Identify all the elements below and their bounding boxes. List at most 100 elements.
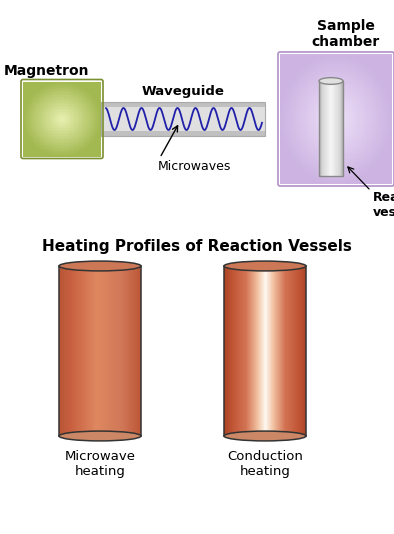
Polygon shape [26,155,28,156]
Polygon shape [340,166,343,168]
Polygon shape [76,128,78,130]
Polygon shape [345,163,347,166]
Polygon shape [74,155,76,156]
Polygon shape [334,147,336,150]
Polygon shape [26,92,28,93]
Polygon shape [34,99,35,101]
Polygon shape [379,96,381,98]
Polygon shape [43,136,45,137]
Polygon shape [98,134,99,136]
Polygon shape [367,111,370,114]
Polygon shape [54,131,56,132]
Polygon shape [54,98,56,99]
Polygon shape [381,145,383,147]
Polygon shape [82,136,84,137]
Polygon shape [282,119,284,122]
Polygon shape [309,150,311,153]
Polygon shape [103,266,104,436]
Polygon shape [298,122,300,124]
Polygon shape [62,128,63,130]
Polygon shape [53,93,54,95]
Polygon shape [347,127,349,129]
Polygon shape [34,131,35,132]
Polygon shape [96,101,98,103]
Polygon shape [89,266,90,436]
Polygon shape [78,90,79,92]
Polygon shape [93,127,95,128]
Polygon shape [39,84,40,86]
Polygon shape [385,65,388,67]
Polygon shape [73,147,74,149]
Polygon shape [359,57,361,59]
Polygon shape [73,138,74,140]
Polygon shape [356,150,359,153]
Polygon shape [39,149,40,151]
Polygon shape [90,103,92,104]
Polygon shape [352,147,354,150]
Polygon shape [372,124,374,127]
Polygon shape [79,82,81,83]
Polygon shape [29,127,31,128]
Polygon shape [54,101,56,103]
Polygon shape [74,101,76,103]
Polygon shape [76,121,78,122]
Polygon shape [104,266,105,436]
Polygon shape [76,116,78,117]
Polygon shape [93,95,95,97]
Polygon shape [42,131,43,132]
Polygon shape [78,132,79,134]
Polygon shape [282,69,284,72]
Polygon shape [345,132,347,135]
Polygon shape [79,143,81,145]
Polygon shape [298,266,299,436]
Polygon shape [367,90,370,93]
Polygon shape [323,132,325,135]
Polygon shape [331,77,334,80]
Polygon shape [87,113,89,114]
Polygon shape [374,108,376,111]
Polygon shape [372,158,374,161]
Polygon shape [383,116,385,119]
Polygon shape [370,155,372,158]
Polygon shape [298,174,300,176]
Polygon shape [309,104,311,106]
Polygon shape [291,171,294,174]
Polygon shape [323,166,325,168]
Polygon shape [29,123,31,125]
Polygon shape [50,112,51,113]
Polygon shape [46,137,48,138]
Polygon shape [60,138,62,140]
Polygon shape [48,151,50,152]
Polygon shape [311,132,314,135]
Polygon shape [31,114,32,116]
Polygon shape [48,155,50,156]
Polygon shape [79,134,81,136]
Polygon shape [372,176,374,179]
Polygon shape [96,134,98,136]
Polygon shape [98,138,99,140]
Polygon shape [331,124,334,127]
Polygon shape [51,106,53,107]
Polygon shape [95,106,96,107]
Polygon shape [93,151,95,152]
Polygon shape [314,124,316,127]
Polygon shape [305,83,307,85]
Polygon shape [84,131,85,132]
Polygon shape [66,266,67,436]
Polygon shape [361,104,363,106]
Polygon shape [385,62,388,65]
Polygon shape [93,103,95,104]
Polygon shape [284,93,287,96]
Polygon shape [95,140,96,142]
Polygon shape [329,72,331,75]
Polygon shape [57,151,59,152]
Polygon shape [296,108,298,111]
Polygon shape [50,153,51,155]
Polygon shape [289,171,291,174]
Polygon shape [28,103,29,104]
Polygon shape [93,153,95,155]
Polygon shape [68,137,70,138]
Polygon shape [352,57,354,59]
Polygon shape [354,171,356,174]
Polygon shape [70,99,71,101]
